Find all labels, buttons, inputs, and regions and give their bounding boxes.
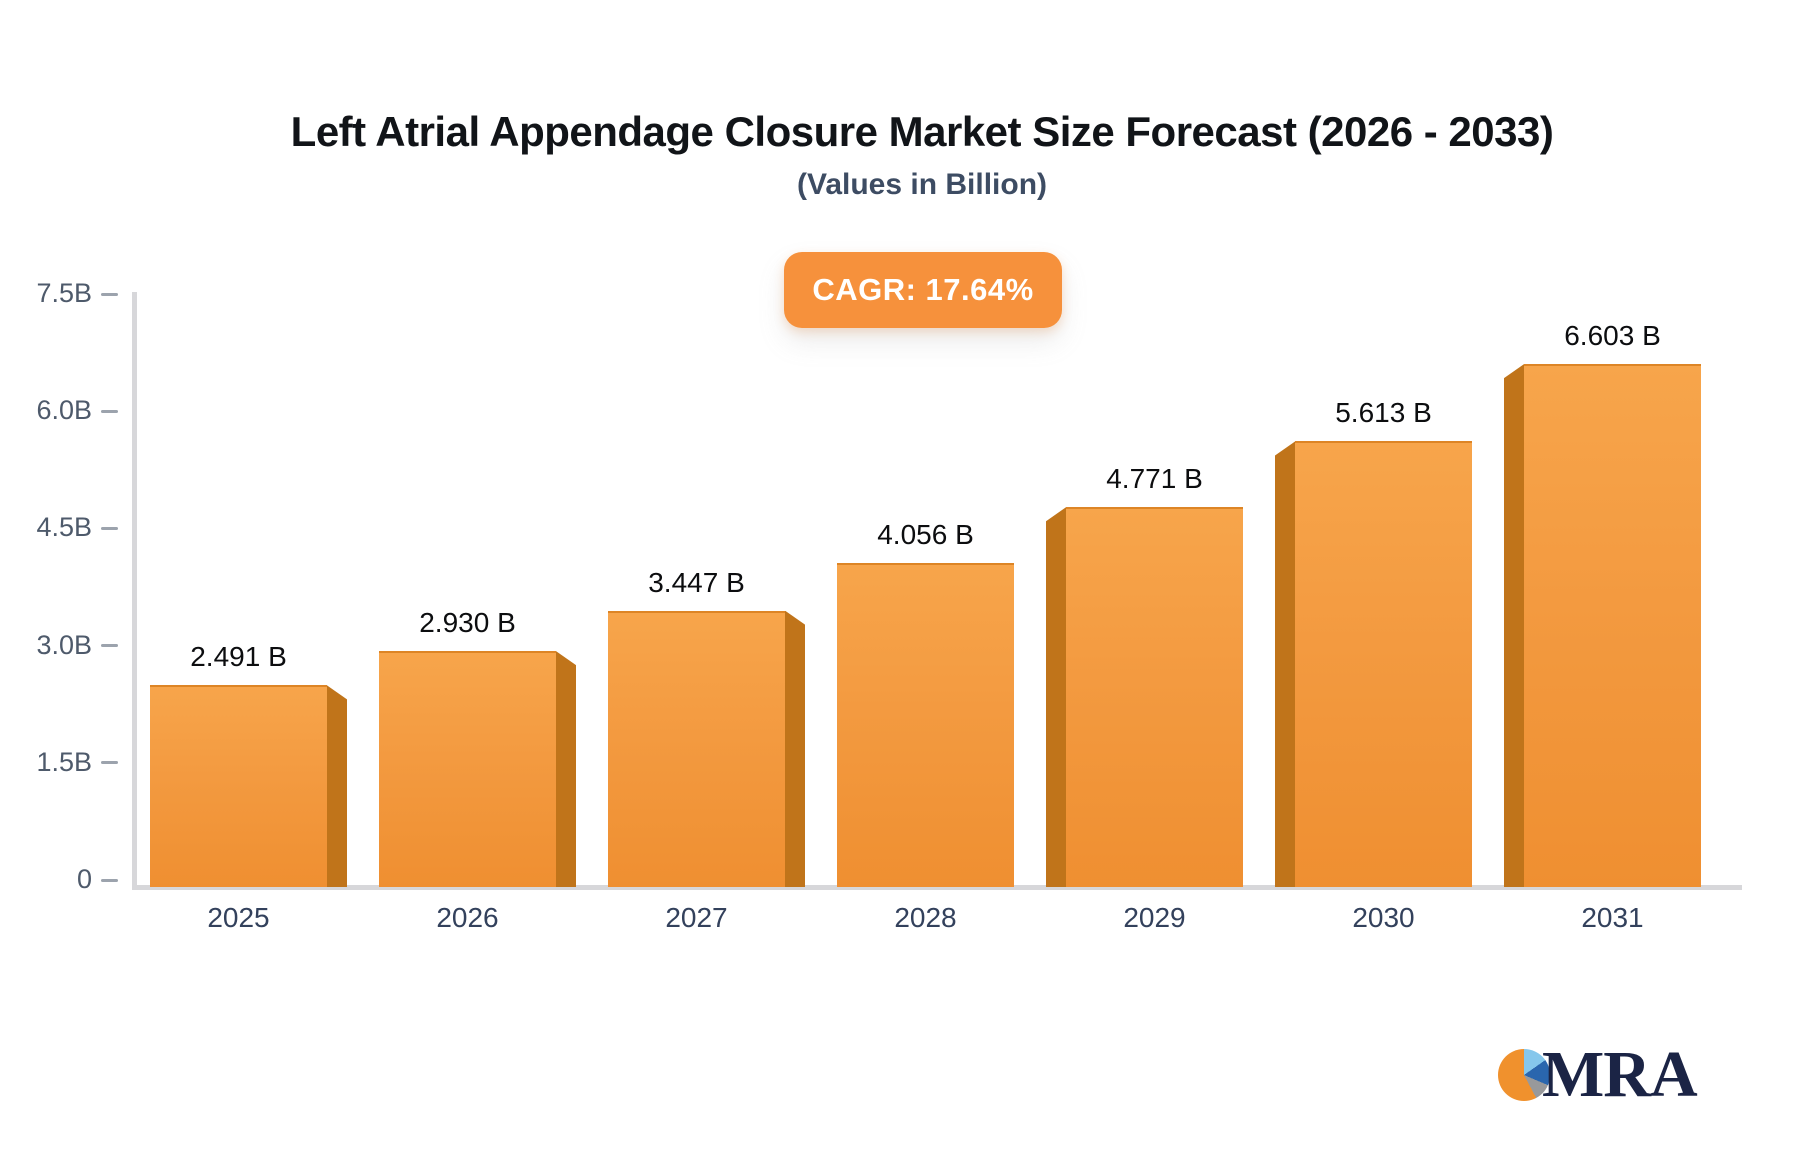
x-category-label: 2031	[1581, 902, 1644, 933]
y-tick-label: 6.0B	[36, 395, 92, 426]
y-tick-label: 0	[76, 864, 92, 894]
bar-3d-side	[1275, 441, 1295, 887]
y-tick-label: 7.5B	[36, 278, 92, 308]
bar-value-label: 6.603 B	[1564, 320, 1661, 352]
y-tick-mark	[101, 292, 118, 296]
x-category-label: 2025	[207, 902, 270, 933]
bar-3d-side	[1046, 507, 1066, 887]
bar-2028	[837, 563, 1014, 887]
y-tick-label: 4.5B	[36, 512, 92, 543]
bar-3d-side	[556, 651, 576, 887]
x-category-label: 2026	[436, 902, 499, 933]
mra-logo: MRA	[1498, 1030, 1758, 1120]
bar-2027	[608, 610, 785, 887]
y-axis-line	[132, 292, 137, 889]
bar-2025	[150, 685, 327, 887]
bar-value-label: 4.056 B	[877, 519, 974, 551]
bar-3d-side	[327, 685, 347, 887]
bar-value-label: 2.930 B	[419, 607, 516, 639]
cagr-badge: CAGR: 17.64%	[784, 252, 1062, 328]
x-category-label: 2027	[665, 902, 728, 933]
y-tick-mark	[101, 409, 118, 413]
bar-3d-side	[1504, 364, 1524, 887]
y-tick-mark	[101, 644, 118, 648]
bar-value-label: 3.447 B	[648, 566, 745, 598]
chart-subtitle: (Values in Billion)	[796, 168, 1048, 201]
bar-2026	[379, 651, 556, 887]
bar-value-label: 2.491 B	[190, 641, 287, 673]
bar-value-label: 5.613 B	[1335, 397, 1432, 429]
mra-logo-text: MRA	[1542, 1038, 1698, 1111]
y-tick-mark	[101, 761, 118, 765]
bar-2031	[1524, 364, 1701, 887]
pie-chart-logo-icon	[1498, 1049, 1550, 1101]
y-tick-mark	[101, 878, 118, 882]
bar-3d-side	[785, 610, 805, 887]
y-tick-label: 3.0B	[36, 629, 92, 660]
x-category-label: 2030	[1352, 902, 1415, 933]
bar-value-label: 4.771 B	[1106, 463, 1203, 495]
x-axis-baseline	[132, 885, 1742, 890]
bar-2029	[1066, 507, 1243, 887]
cagr-badge-label: CAGR: 17.64%	[812, 272, 1034, 307]
chart-title: Left Atrial Appendage Closure Market Siz…	[290, 108, 1554, 155]
y-tick-mark	[101, 526, 118, 530]
bar-2030	[1295, 441, 1472, 887]
y-tick-label: 1.5B	[36, 746, 92, 777]
x-category-label: 2029	[1123, 902, 1186, 933]
x-category-label: 2028	[894, 902, 957, 933]
